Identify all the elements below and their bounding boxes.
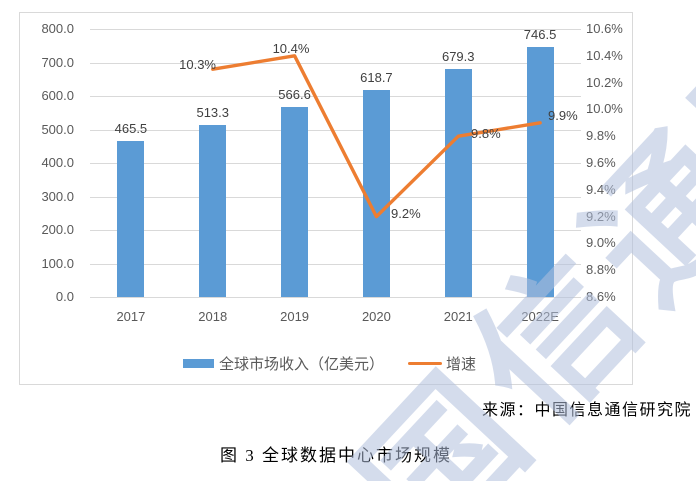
right-axis-tick: 10.4% xyxy=(586,47,623,63)
gridline xyxy=(90,230,581,231)
left-axis-tick: 0.0 xyxy=(55,289,74,304)
bar-value-label: 566.6 xyxy=(278,87,311,103)
bar-value-label: 465.5 xyxy=(114,121,148,137)
line-value-label: 9.9% xyxy=(548,108,578,123)
bar-value-label: 746.5 xyxy=(523,26,557,42)
right-axis-tick: 10.2% xyxy=(586,74,623,90)
x-axis-label-2019: 2019 xyxy=(280,309,310,324)
legend-line-series-label: 增速 xyxy=(446,356,477,373)
bar-value-label: 513.3 xyxy=(196,105,230,121)
right-axis-tick: 8.6% xyxy=(586,289,616,304)
gridline xyxy=(90,62,581,64)
left-axis-tick: 600.0 xyxy=(41,88,74,103)
gridline xyxy=(90,263,581,265)
left-axis-tick: 300.0 xyxy=(41,188,74,204)
source-attribution: 来源：中国信息通信研究院 xyxy=(481,402,692,419)
gridline xyxy=(90,163,581,164)
gridline xyxy=(90,96,581,97)
gridline xyxy=(90,297,581,298)
left-axis-tick: 100.0 xyxy=(41,255,74,271)
left-axis-tick: 200.0 xyxy=(41,222,74,237)
right-axis-tick: 9.4% xyxy=(586,181,616,197)
line-value-label: 9.8% xyxy=(471,126,501,141)
gridline xyxy=(90,196,581,198)
right-axis-tick: 9.2% xyxy=(586,208,616,224)
line-value-label: 9.2% xyxy=(391,206,421,221)
gridline xyxy=(90,29,581,30)
bar-2017 xyxy=(117,141,145,297)
right-axis-tick: 10.0% xyxy=(586,101,623,117)
legend-bar-swatch xyxy=(183,359,214,368)
bar-value-label: 618.7 xyxy=(360,69,393,85)
left-axis-tick: 700.0 xyxy=(41,54,74,70)
x-axis-label-2022E: 2022E xyxy=(521,309,559,324)
line-value-label: 10.3% xyxy=(179,57,216,72)
bar-2019 xyxy=(281,107,309,297)
left-axis-tick: 800.0 xyxy=(41,21,74,36)
right-axis-tick: 9.6% xyxy=(586,155,616,170)
bar-2022E xyxy=(526,46,554,297)
x-axis-label-2018: 2018 xyxy=(198,309,228,324)
bar-value-label: 679.3 xyxy=(441,49,475,65)
left-axis-tick: 500.0 xyxy=(41,121,74,137)
right-axis-tick: 10.6% xyxy=(586,21,623,36)
x-axis-label-2020: 2020 xyxy=(361,309,391,324)
x-axis-label-2021: 2021 xyxy=(443,309,473,324)
x-axis-label-2017: 2017 xyxy=(116,309,146,324)
legend-line-swatch xyxy=(408,362,442,365)
bar-2020 xyxy=(362,89,390,297)
bar-2021 xyxy=(444,69,472,297)
right-axis-tick: 8.8% xyxy=(586,262,616,278)
figure-caption: 图 3 全球数据中心市场规模 xyxy=(220,446,452,465)
right-axis-tick: 9.0% xyxy=(586,235,616,251)
left-axis-tick: 400.0 xyxy=(41,155,74,170)
right-axis-tick: 9.8% xyxy=(586,128,616,144)
line-value-label: 10.4% xyxy=(272,41,310,56)
legend-bar-series-label: 全球市场收入（亿美元） xyxy=(219,356,385,373)
bar-2018 xyxy=(199,125,227,297)
